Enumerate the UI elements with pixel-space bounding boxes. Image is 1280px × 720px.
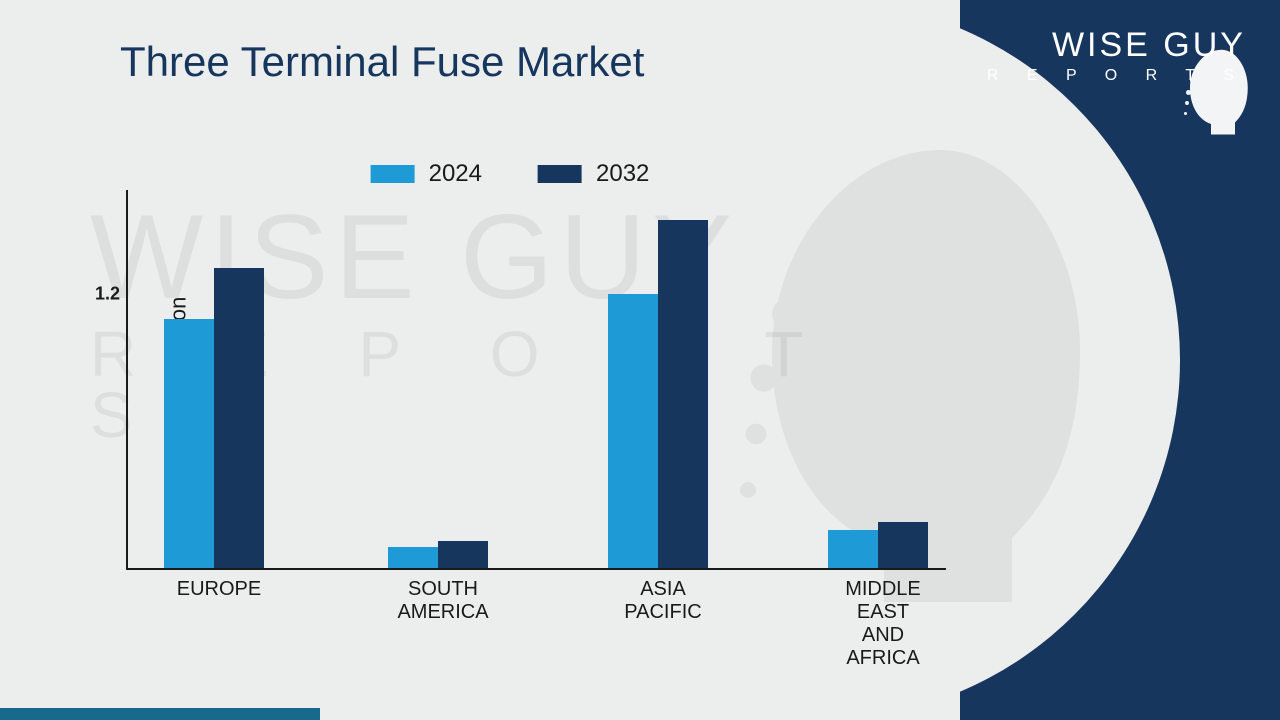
legend: 2024 2032 — [371, 160, 650, 188]
legend-swatch-2024 — [371, 165, 415, 183]
legend-swatch-2032 — [538, 165, 582, 183]
bar — [828, 530, 878, 568]
footer-accent-bar — [0, 708, 320, 720]
bar — [214, 268, 264, 568]
bar — [388, 547, 438, 568]
bar — [438, 541, 488, 568]
bar — [658, 220, 708, 568]
brand-head-icon — [1174, 46, 1254, 136]
plot-area: 1.2 EUROPESOUTH AMERICAASIA PACIFICMIDDL… — [126, 190, 946, 570]
legend-label-2032: 2032 — [596, 160, 649, 188]
canvas: WISE GUY R E P O R T S Three Terminal Fu… — [0, 0, 1280, 720]
x-axis-label: ASIA PACIFIC — [578, 578, 748, 624]
legend-item-2032: 2032 — [538, 160, 649, 188]
bar — [164, 319, 214, 568]
bar — [878, 522, 928, 568]
chart-title: Three Terminal Fuse Market — [120, 38, 644, 86]
x-axis-label: SOUTH AMERICA — [358, 578, 528, 624]
brand-logo: WISE GUY R E P O R T S — [987, 28, 1246, 84]
y-tick-label: 1.2 — [95, 283, 120, 304]
x-axis-label: EUROPE — [134, 578, 304, 601]
bar — [608, 294, 658, 568]
legend-label-2024: 2024 — [429, 160, 482, 188]
legend-item-2024: 2024 — [371, 160, 482, 188]
x-axis-label: MIDDLE EAST AND AFRICA — [798, 578, 968, 670]
chart-area: 2024 2032 Market Size in USD Billion 1.2… — [60, 160, 960, 690]
